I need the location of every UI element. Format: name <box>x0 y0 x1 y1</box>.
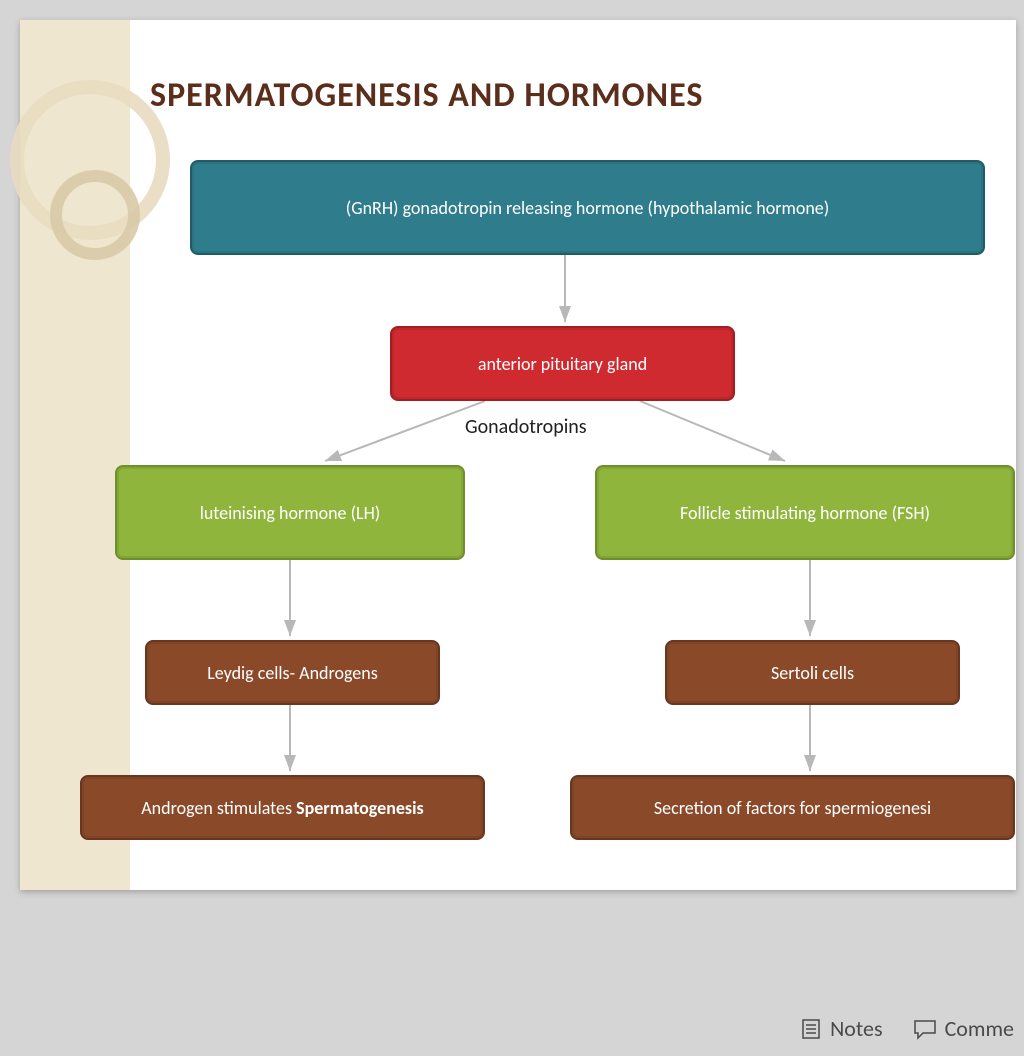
node-fsh: Follicle stimulating hormone (FSH) <box>595 465 1015 560</box>
node-androgen-prefix: Androgen stimulates <box>141 797 296 819</box>
node-sertoli: Sertoli cells <box>665 640 960 705</box>
node-pituitary: anterior pituitary gland <box>390 326 735 401</box>
notes-icon <box>800 1018 822 1040</box>
comments-button[interactable]: Comme <box>913 1015 1014 1042</box>
node-gnrh: (GnRH) gonadotropin releasing hormone (h… <box>190 160 985 255</box>
status-toolbar: Notes Comme <box>604 1001 1024 1056</box>
comment-icon <box>913 1018 937 1040</box>
node-lh: luteinising hormone (LH) <box>115 465 465 560</box>
node-androgen-bold: Spermatogenesis <box>296 797 424 819</box>
slide-frame: SPERMATOGENESIS AND HORMONES (GnRH) gona… <box>20 20 1016 890</box>
node-leydig: Leydig cells- Androgens <box>145 640 440 705</box>
gonadotropins-label: Gonadotropins <box>465 415 587 439</box>
node-secretion: Secretion of factors for spermiogenesi <box>570 775 1015 840</box>
notes-button[interactable]: Notes <box>800 1015 883 1042</box>
slide-title: SPERMATOGENESIS AND HORMONES <box>150 75 703 116</box>
decor-ring-inner <box>50 170 140 260</box>
notes-label: Notes <box>830 1015 883 1042</box>
node-androgen: Androgen stimulates Spermatogenesis <box>80 775 485 840</box>
comments-label: Comme <box>945 1015 1014 1042</box>
